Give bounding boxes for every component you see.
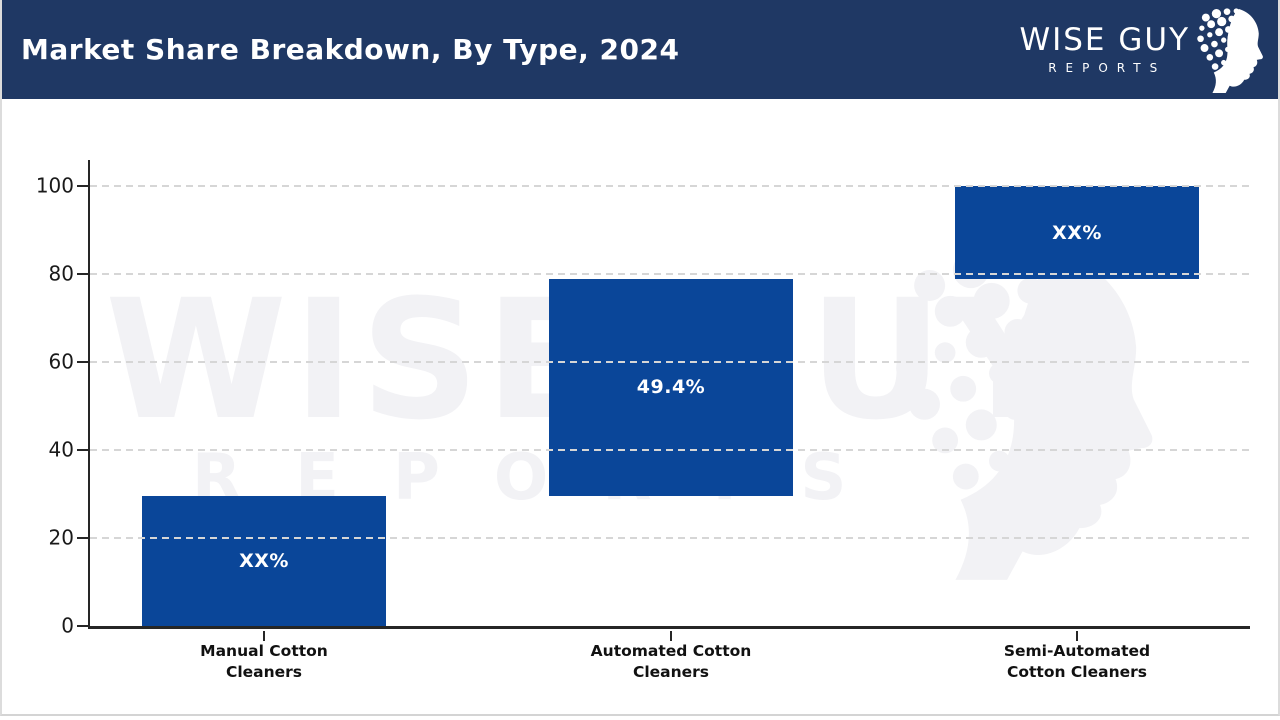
y-tick-mark (77, 449, 88, 452)
bar-value-label: XX% (1052, 221, 1102, 244)
gridline-y100 (90, 185, 1250, 188)
y-tick-mark (77, 185, 88, 188)
header-bar: Market Share Breakdown, By Type, 2024 WI… (0, 0, 1280, 99)
face-profile-dots-icon (1197, 8, 1263, 93)
y-tick-label: 0 (61, 613, 74, 638)
bar-value-label: XX% (239, 549, 289, 572)
plot-area: 0 20 40 60 80 100 XX% Manual Cotton Cleaners 49.4… (36, 160, 1250, 681)
page-title: Market Share Breakdown, By Type, 2024 (21, 33, 680, 66)
bar-value-label: 49.4% (636, 376, 706, 399)
y-tick-mark (77, 273, 88, 276)
y-tick-label: 80 (48, 261, 74, 286)
gridline-y20 (90, 537, 1250, 540)
bar-segment: XX% (955, 186, 1199, 279)
y-tick-label: 100 (35, 173, 74, 198)
gridline-y80 (90, 273, 1250, 276)
x-category-label-line: Cotton Cleaners (1007, 663, 1147, 681)
x-category-label: Manual Cotton Cleaners (134, 641, 394, 683)
brand-logo-text: WISE GUY REPORTS (1019, 22, 1190, 76)
brand-name: WISE GUY (1019, 22, 1190, 58)
gridline-y60 (90, 361, 1250, 364)
y-tick-mark (77, 625, 88, 627)
x-category-label: Semi-Automated Cotton Cleaners (947, 641, 1207, 683)
x-category-label-line: Semi-Automated (1003, 642, 1151, 660)
x-category-label-line: Automated Cotton (590, 642, 752, 660)
x-category-label-line: Cleaners (632, 663, 710, 681)
y-tick-label: 40 (48, 437, 74, 462)
y-tick-mark (77, 361, 88, 364)
x-category-label: Automated Cotton Cleaners (541, 641, 801, 683)
bar-segment: 49.4% (549, 278, 793, 496)
gridline-y40 (90, 449, 1250, 452)
y-tick-label: 20 (48, 525, 74, 550)
x-tick-mark (1076, 631, 1078, 641)
y-tick-label: 60 (48, 349, 74, 374)
brand-logo: WISE GUY REPORTS (1019, 7, 1266, 93)
y-tick-mark (77, 537, 88, 540)
x-category-label-line: Manual Cotton (200, 642, 328, 660)
bar-segment: XX% (142, 495, 386, 626)
brand-subname: REPORTS (1048, 61, 1167, 75)
x-tick-mark (263, 631, 265, 641)
x-category-label-line: Cleaners (225, 663, 303, 681)
x-tick-mark (670, 631, 672, 641)
